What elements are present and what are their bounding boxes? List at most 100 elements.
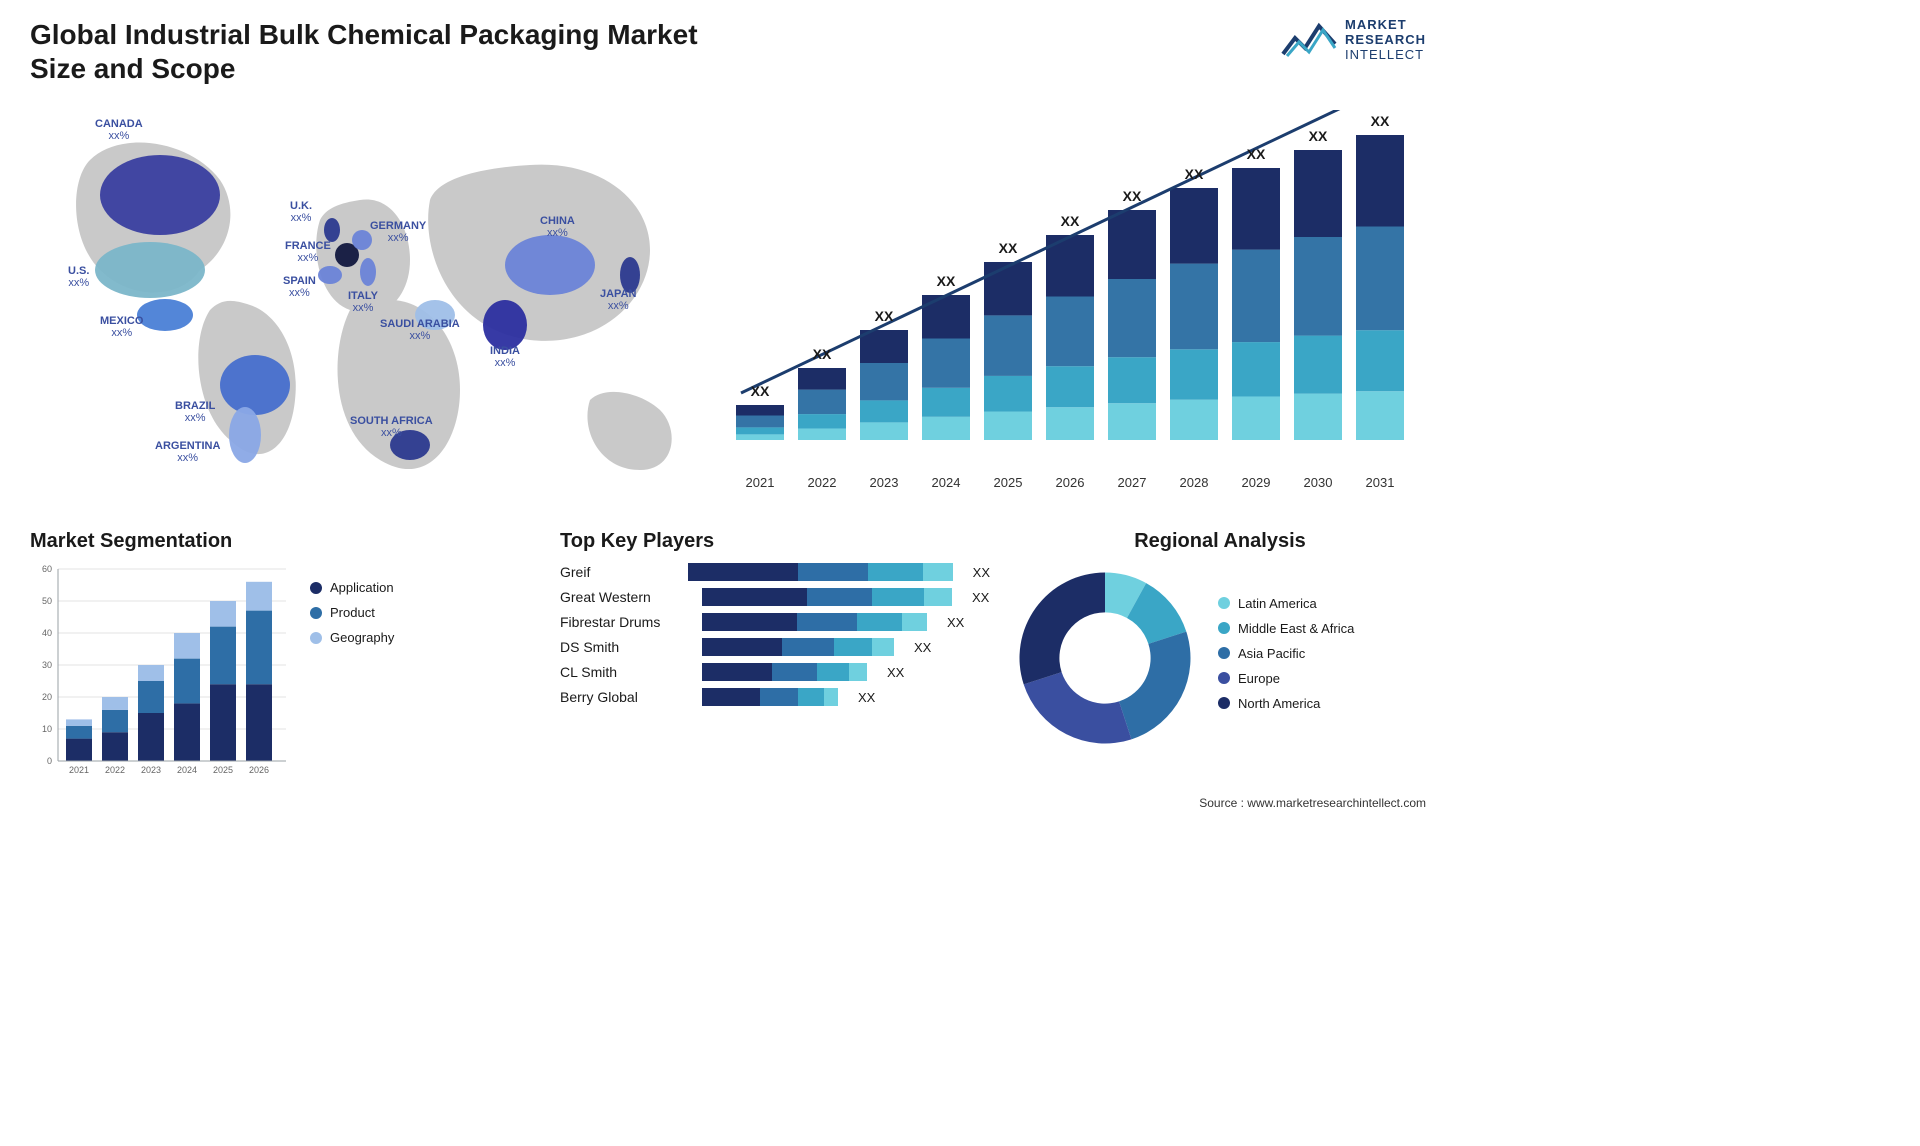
keyplayer-bar-seg <box>872 638 894 656</box>
bigchart-value-label: XX <box>918 273 974 289</box>
regional-legend-item: Europe <box>1218 671 1354 686</box>
bigchart-xlabel: 2026 <box>1042 475 1098 490</box>
bigchart-xlabel: 2027 <box>1104 475 1160 490</box>
map-label-argentina: ARGENTINAxx% <box>155 440 220 464</box>
keyplayer-bar-seg <box>702 638 782 656</box>
regional-legend-item: Asia Pacific <box>1218 646 1354 661</box>
keyplayer-bar-seg <box>760 688 798 706</box>
map-label-u-k-: U.K.xx% <box>290 200 312 224</box>
bigchart-xlabel: 2022 <box>794 475 850 490</box>
segmentation-legend-item: Product <box>310 605 394 620</box>
keyplayer-bar-seg <box>902 613 927 631</box>
keyplayer-label: DS Smith <box>560 639 690 655</box>
bigchart-xlabel: 2024 <box>918 475 974 490</box>
legend-label: Europe <box>1238 671 1280 686</box>
keyplayer-label: Berry Global <box>560 689 690 705</box>
svg-text:10: 10 <box>42 724 52 734</box>
svg-text:30: 30 <box>42 660 52 670</box>
svg-text:2025: 2025 <box>213 765 233 775</box>
keyplayer-row: CL SmithXX <box>560 663 990 681</box>
map-label-saudi-arabia: SAUDI ARABIAxx% <box>380 318 460 342</box>
logo-mark-icon <box>1281 20 1337 60</box>
map-label-italy: ITALYxx% <box>348 290 378 314</box>
keyplayer-bar-seg <box>923 563 953 581</box>
keyplayer-bar <box>702 663 867 681</box>
keyplayer-row: Great WesternXX <box>560 588 990 606</box>
keyplayer-value: XX <box>914 640 931 655</box>
keyplayer-bar-seg <box>857 613 902 631</box>
map-label-mexico: MEXICOxx% <box>100 315 143 339</box>
keyplayer-bar-seg <box>688 563 798 581</box>
map-label-brazil: BRAZILxx% <box>175 400 215 424</box>
world-map: CANADAxx%U.S.xx%MEXICOxx%BRAZILxx%ARGENT… <box>30 100 690 500</box>
keyplayer-value: XX <box>973 565 990 580</box>
keyplayer-bar-seg <box>834 638 872 656</box>
keyplayer-row: Fibrestar Drums XX <box>560 613 990 631</box>
keyplayer-value: XX <box>947 615 964 630</box>
logo-text-2: RESEARCH <box>1345 33 1426 48</box>
legend-dot-icon <box>1218 647 1230 659</box>
keyplayer-label: Great Western <box>560 589 690 605</box>
keyplayer-bar-seg <box>702 663 772 681</box>
keyplayer-label: Fibrestar Drums <box>560 614 690 630</box>
keyplayer-row: Berry Global XX <box>560 688 990 706</box>
legend-label: Product <box>330 605 375 620</box>
svg-text:20: 20 <box>42 692 52 702</box>
keyplayer-label: CL Smith <box>560 664 690 680</box>
bigchart-xlabel: 2028 <box>1166 475 1222 490</box>
map-label-china: CHINAxx% <box>540 215 575 239</box>
bigchart-xlabel: 2025 <box>980 475 1036 490</box>
segmentation-svg: 0102030405060 202120222023202420252026 <box>30 563 290 783</box>
keyplayer-bar <box>702 638 894 656</box>
legend-dot-icon <box>310 582 322 594</box>
bigchart-xlabel: 2023 <box>856 475 912 490</box>
keyplayer-bar-seg <box>702 613 797 631</box>
legend-dot-icon <box>310 632 322 644</box>
brand-logo: MARKET RESEARCH INTELLECT <box>1281 18 1426 63</box>
source-label: Source : www.marketresearchintellect.com <box>1199 796 1426 810</box>
market-size-chart: 2021202220232024202520262027202820292030… <box>726 110 1426 490</box>
regional-analysis: Regional Analysis Latin America Middle Ea… <box>1010 530 1430 790</box>
legend-dot-icon <box>1218 697 1230 709</box>
bigchart-value-label: XX <box>794 346 850 362</box>
map-label-france: FRANCExx% <box>285 240 331 264</box>
bigchart-value-label: XX <box>732 383 788 399</box>
segmentation-legend: ApplicationProductGeography <box>310 580 394 655</box>
regional-donut-svg <box>1010 563 1200 753</box>
keyplayer-bar <box>688 563 953 581</box>
legend-label: North America <box>1238 696 1320 711</box>
keyplayer-bar-seg <box>782 638 834 656</box>
keyplayer-label: Greif <box>560 564 676 580</box>
bigchart-value-label: XX <box>1166 166 1222 182</box>
map-label-germany: GERMANYxx% <box>370 220 426 244</box>
keyplayer-bar-seg <box>702 588 807 606</box>
market-segmentation: Market Segmentation 0102030405060 202120… <box>30 530 450 790</box>
regional-legend-item: Latin America <box>1218 596 1354 611</box>
keyplayer-row: Greif XX <box>560 563 990 581</box>
regional-legend-item: Middle East & Africa <box>1218 621 1354 636</box>
svg-text:0: 0 <box>47 756 52 766</box>
bigchart-xlabel: 2030 <box>1290 475 1346 490</box>
bigchart-value-label: XX <box>1104 188 1160 204</box>
legend-dot-icon <box>310 607 322 619</box>
map-label-spain: SPAINxx% <box>283 275 316 299</box>
regional-legend-item: North America <box>1218 696 1354 711</box>
bigchart-value-label: XX <box>1352 113 1408 129</box>
svg-text:40: 40 <box>42 628 52 638</box>
svg-text:2023: 2023 <box>141 765 161 775</box>
svg-text:2026: 2026 <box>249 765 269 775</box>
legend-label: Latin America <box>1238 596 1317 611</box>
bigchart-xlabel: 2029 <box>1228 475 1284 490</box>
svg-text:50: 50 <box>42 596 52 606</box>
logo-text-1: MARKET <box>1345 18 1426 33</box>
legend-dot-icon <box>1218 597 1230 609</box>
regional-legend: Latin America Middle East & Africa Asia Pa… <box>1218 596 1354 721</box>
keyplayers-title: Top Key Players <box>560 530 990 553</box>
keyplayer-row: DS Smith XX <box>560 638 990 656</box>
bigchart-value-label: XX <box>1228 146 1284 162</box>
legend-dot-icon <box>1218 622 1230 634</box>
bigchart-value-label: XX <box>1290 128 1346 144</box>
keyplayer-value: XX <box>858 690 875 705</box>
legend-label: Application <box>330 580 394 595</box>
regional-title: Regional Analysis <box>1010 530 1430 553</box>
